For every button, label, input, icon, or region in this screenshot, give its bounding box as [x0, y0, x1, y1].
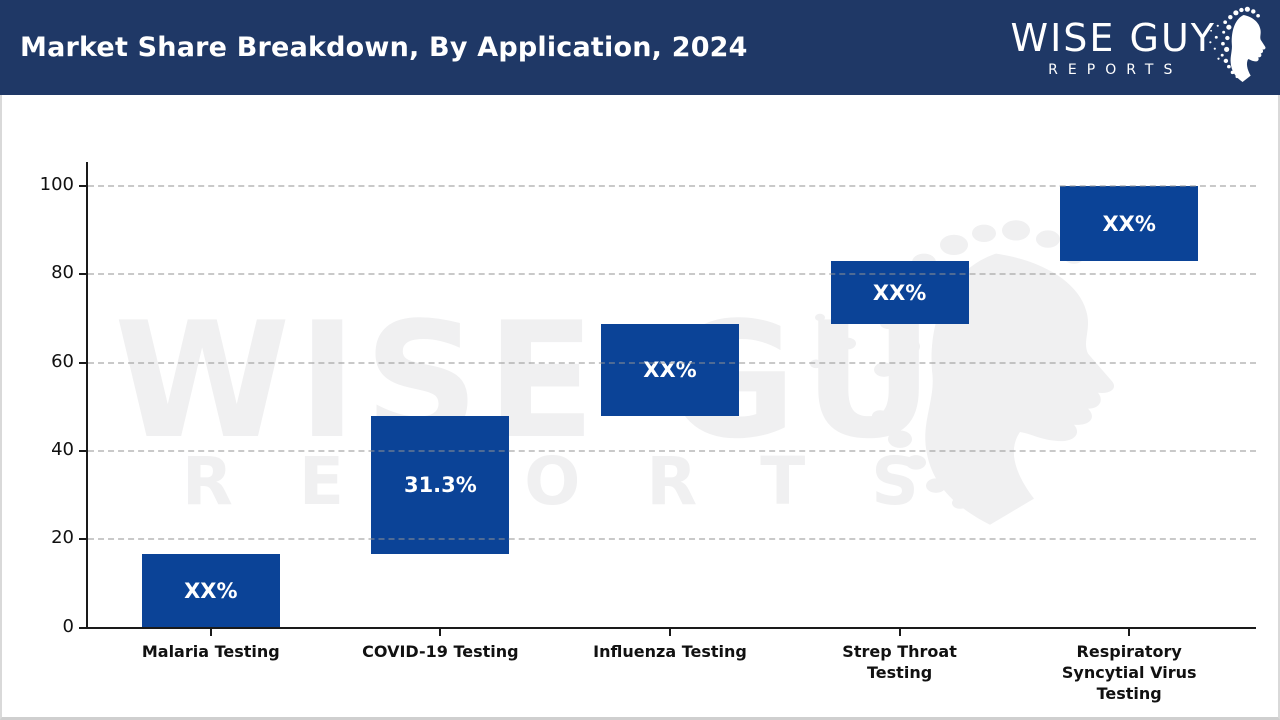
logo-subtitle: REPORTS — [1048, 61, 1183, 78]
header-bar: Market Share Breakdown, By Application, … — [0, 0, 1280, 95]
x-label-line: COVID-19 Testing — [362, 642, 519, 661]
x-label-line: Testing — [867, 663, 933, 682]
gridline-20 — [88, 538, 1256, 541]
x-tick-respiratory-syncytial-virus-testing — [1128, 628, 1131, 636]
logo-text: WISE GUY REPORTS — [1011, 19, 1216, 77]
y-tick-label-40: 40 — [51, 438, 74, 460]
x-axis-line — [86, 626, 1256, 629]
gridline-40 — [88, 449, 1256, 452]
bar-label-covid-19-testing: 31.3% — [403, 472, 477, 497]
x-label-influenza-testing: Influenza Testing — [555, 641, 785, 662]
x-label-covid-19-testing: COVID-19 Testing — [325, 641, 555, 662]
y-tick-label-100: 100 — [39, 174, 74, 195]
gridline-60 — [88, 361, 1256, 364]
x-label-line: Influenza Testing — [593, 642, 747, 661]
x-label-line: Strep Throat — [842, 642, 957, 661]
bar-influenza-testing: XX% — [601, 324, 739, 416]
bar-label-malaria-testing: XX% — [184, 578, 238, 603]
y-tick-label-60: 60 — [51, 350, 74, 372]
bar-label-respiratory-syncytial-virus-testing: XX% — [1102, 211, 1156, 236]
y-tick-40 — [79, 449, 88, 452]
x-label-respiratory-syncytial-virus-testing: Respiratory Syncytial Virus Testing — [1014, 641, 1244, 704]
y-tick-60 — [79, 361, 88, 364]
x-tick-malaria-testing — [209, 628, 212, 636]
y-tick-0 — [79, 626, 88, 629]
gridline-80 — [88, 273, 1256, 276]
y-tick-80 — [79, 273, 88, 276]
y-axis-line — [86, 162, 88, 629]
y-tick-label-20: 20 — [51, 527, 74, 549]
chart-title: Market Share Breakdown, By Application, … — [20, 32, 748, 63]
wiseguy-logo: WISE GUY REPORTS — [1011, 5, 1274, 91]
x-tick-covid-19-testing — [439, 628, 442, 636]
x-label-line: Syncytial Virus — [1061, 663, 1197, 682]
logo-wordmark: WISE GUY — [1010, 15, 1216, 60]
x-label-strep-throat-testing: Strep Throat Testing — [785, 641, 1015, 683]
bar-label-strep-throat-testing: XX% — [872, 280, 927, 305]
x-label-malaria-testing: Malaria Testing — [96, 641, 326, 662]
y-tick-label-0: 0 — [62, 615, 74, 637]
x-label-line: Testing — [1096, 684, 1162, 703]
x-label-line: Malaria Testing — [141, 642, 280, 661]
y-tick-label-80: 80 — [51, 262, 74, 284]
bar-respiratory-syncytial-virus-testing: XX% — [1060, 186, 1199, 262]
y-tick-100 — [79, 185, 88, 187]
x-label-line: Respiratory — [1076, 642, 1182, 661]
x-tick-strep-throat-testing — [898, 628, 901, 636]
bar-strep-throat-testing: XX% — [830, 261, 969, 325]
wiseguy-face-icon — [1209, 6, 1266, 82]
gridline-100 — [88, 185, 1256, 187]
bar-covid-19-testing: 31.3% — [371, 415, 510, 554]
x-tick-influenza-testing — [669, 628, 671, 636]
bar-malaria-testing: XX% — [141, 553, 280, 628]
y-tick-20 — [79, 538, 88, 541]
